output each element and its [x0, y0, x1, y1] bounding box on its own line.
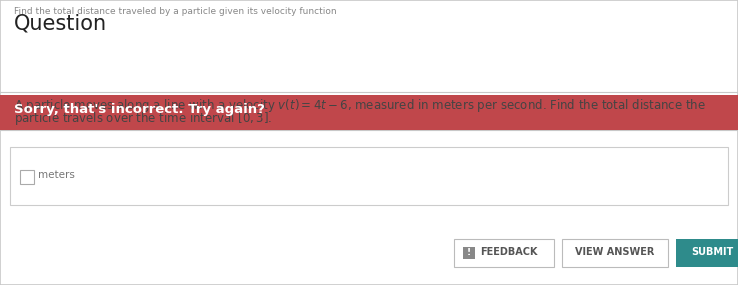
Bar — [562, 239, 668, 267]
Text: Sorry, that's incorrect. Try again?: Sorry, that's incorrect. Try again? — [14, 103, 265, 116]
Text: SUBMIT: SUBMIT — [691, 247, 733, 257]
Text: FEEDBACK: FEEDBACK — [480, 247, 537, 257]
Text: particle travels over the time interval $[0, 3]$.: particle travels over the time interval … — [14, 110, 272, 127]
Text: !: ! — [467, 248, 471, 257]
Bar — [463, 247, 475, 259]
Bar — [0, 95, 738, 130]
Text: VIEW ANSWER: VIEW ANSWER — [576, 247, 655, 257]
Text: Find the total distance traveled by a particle given its velocity function: Find the total distance traveled by a pa… — [14, 7, 337, 16]
Bar — [20, 170, 34, 184]
Bar — [676, 239, 738, 267]
Text: meters: meters — [38, 170, 75, 180]
Text: Question: Question — [14, 14, 107, 34]
Bar — [454, 239, 554, 267]
Text: A particle moves along a line with a velocity $v(t) = 4t - 6$, measured in meter: A particle moves along a line with a vel… — [14, 97, 706, 114]
Bar — [10, 147, 728, 205]
